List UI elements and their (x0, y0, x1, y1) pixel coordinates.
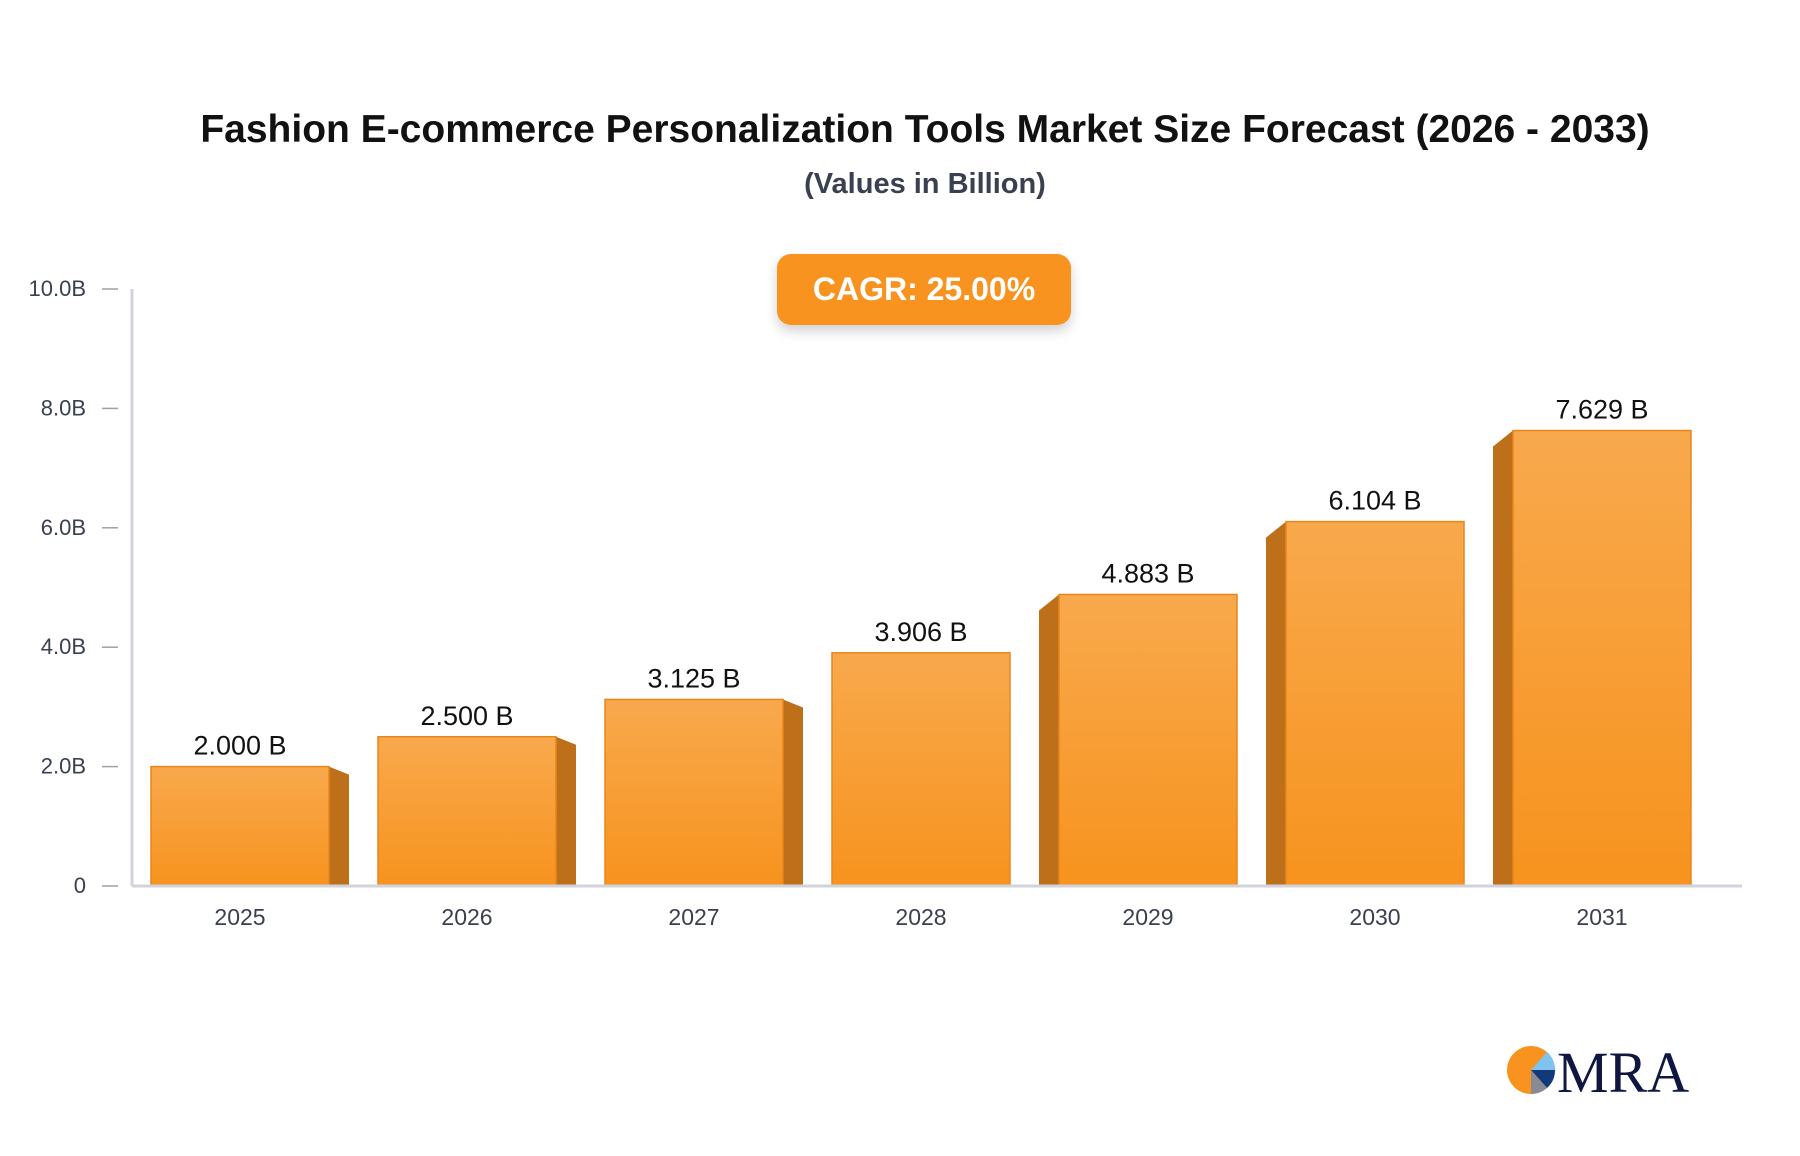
x-tick-label: 2031 (1576, 904, 1627, 930)
bar (150, 765, 330, 887)
data-label: 2.500 B (420, 701, 513, 731)
bar (831, 652, 1011, 887)
bar (604, 698, 784, 887)
y-tick-label: 10.0B (29, 276, 87, 301)
x-tick-label: 2030 (1349, 904, 1400, 930)
data-label: 6.104 B (1328, 486, 1421, 516)
y-tick-label: 4.0B (41, 634, 86, 659)
x-tick-label: 2027 (668, 904, 719, 930)
y-tick-label: 8.0B (41, 395, 86, 420)
data-label: 2.000 B (193, 731, 286, 761)
data-label: 3.906 B (874, 617, 967, 647)
x-tick-label: 2029 (1122, 904, 1173, 930)
mra-logo: MRA (1507, 1040, 1689, 1100)
bar (377, 736, 557, 887)
x-tick-label: 2028 (895, 904, 946, 930)
svg-text:MRA: MRA (1557, 1040, 1689, 1100)
bar-side (329, 766, 349, 886)
bar (1058, 593, 1238, 887)
x-tick-label: 2025 (214, 904, 265, 930)
y-tick-label: 0 (74, 873, 86, 898)
data-label: 3.125 B (647, 663, 740, 693)
x-tick-label: 2026 (441, 904, 492, 930)
bar (1285, 520, 1465, 887)
bar-side (1266, 521, 1286, 886)
bar-side (1493, 430, 1513, 886)
cagr-badge: CAGR: 25.00% (777, 254, 1071, 325)
bar (1512, 429, 1692, 887)
bar-side (783, 699, 803, 886)
bar-side (1039, 594, 1059, 886)
data-label: 4.883 B (1101, 558, 1194, 588)
bar-side (556, 736, 576, 886)
chart-title: Fashion E-commerce Personalization Tools… (200, 108, 1650, 151)
y-tick-label: 6.0B (41, 515, 86, 540)
y-tick-label: 2.0B (41, 754, 86, 779)
chart-subtitle: (Values in Billion) (804, 168, 1046, 200)
data-label: 7.629 B (1555, 395, 1648, 425)
